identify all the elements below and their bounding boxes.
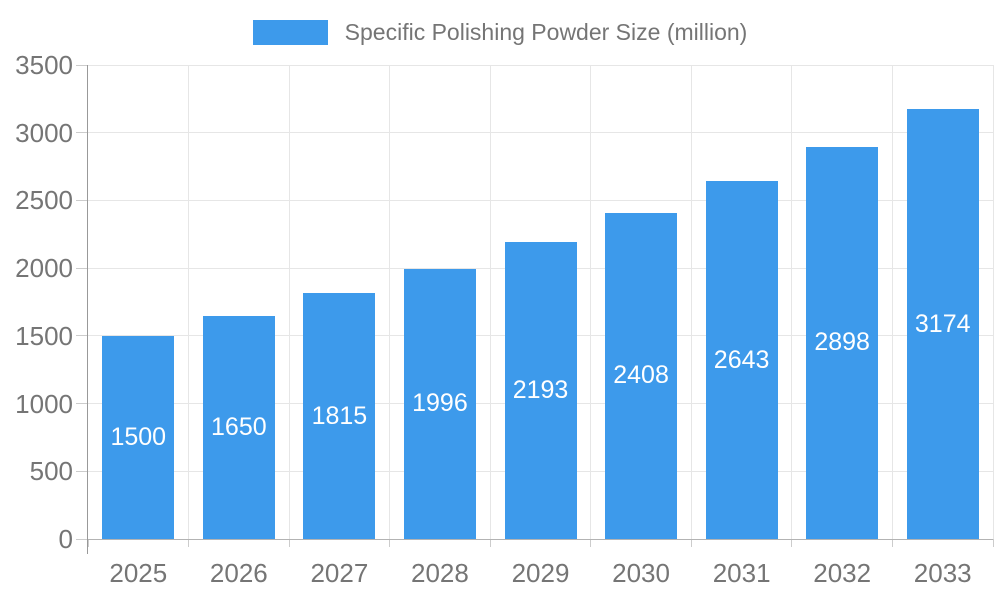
bar: 1500 xyxy=(102,335,175,539)
bar: 1996 xyxy=(403,268,476,539)
bar: 3174 xyxy=(906,109,979,539)
x-tick xyxy=(288,539,290,547)
bar-value-label: 1815 xyxy=(311,401,368,430)
y-tick xyxy=(76,64,88,66)
x-tick-label: 2027 xyxy=(310,558,369,588)
bar-value-label: 1996 xyxy=(412,389,468,418)
x-tick xyxy=(389,539,391,547)
x-tick xyxy=(690,539,692,547)
x-grid-line xyxy=(288,65,290,539)
y-tick-label: 1500 xyxy=(15,320,73,351)
y-tick xyxy=(76,199,88,201)
bar-value-label: 2643 xyxy=(713,345,770,374)
x-tick-label: 2032 xyxy=(813,558,872,588)
y-tick-label: 500 xyxy=(29,456,73,487)
x-tick-label: 2028 xyxy=(411,558,469,588)
x-grid-line xyxy=(389,65,391,539)
bar-value-label: 3174 xyxy=(914,309,971,338)
x-axis-line xyxy=(88,539,993,540)
legend: Specific Polishing Powder Size (million) xyxy=(0,19,1000,45)
y-grid-line xyxy=(88,64,993,66)
x-tick xyxy=(791,539,793,547)
y-tick xyxy=(76,335,88,337)
bar: 2643 xyxy=(705,181,778,539)
x-tick xyxy=(891,539,893,547)
y-tick xyxy=(76,470,88,472)
x-grid-line xyxy=(489,65,491,539)
x-tick-label: 2025 xyxy=(109,558,168,588)
y-grid-line xyxy=(88,199,993,201)
x-tick xyxy=(489,539,491,547)
x-tick-label: 2026 xyxy=(209,558,268,588)
bar-value-label: 2408 xyxy=(613,361,669,390)
bar-value-label: 2193 xyxy=(512,375,569,404)
x-tick-label: 2030 xyxy=(612,558,670,588)
plot-area: 0 500 1000 1500 2000 2500 3000 3500 1500 2025 1650… xyxy=(15,50,994,588)
x-tick-label: 2029 xyxy=(511,558,570,588)
y-tick-label: 2500 xyxy=(15,185,73,216)
y-axis-line xyxy=(87,65,88,554)
bar: 1650 xyxy=(202,315,275,539)
x-tick xyxy=(188,539,190,547)
y-grid-line xyxy=(88,132,993,134)
x-grid-line xyxy=(590,65,592,539)
bar-value-label: 2898 xyxy=(814,328,870,357)
y-tick-label: 2000 xyxy=(15,253,73,284)
x-grid-line xyxy=(891,65,893,539)
x-tick xyxy=(87,539,89,547)
y-tick-label: 1000 xyxy=(15,388,73,419)
y-tick xyxy=(76,132,88,134)
x-tick-label: 2033 xyxy=(913,558,972,588)
bar: 2408 xyxy=(605,212,678,539)
x-tick xyxy=(992,539,994,547)
bar: 2193 xyxy=(504,242,577,539)
x-tick-label: 2031 xyxy=(712,558,771,588)
x-tick xyxy=(590,539,592,547)
bar: 2898 xyxy=(806,146,879,539)
bar: 1815 xyxy=(303,293,376,539)
legend-swatch xyxy=(252,19,328,45)
x-grid-line xyxy=(992,65,994,539)
legend-label: Specific Polishing Powder Size (million) xyxy=(344,18,748,45)
y-tick xyxy=(76,267,88,269)
y-tick xyxy=(76,403,88,405)
bar-value-label: 1500 xyxy=(110,422,167,451)
y-tick-label: 3500 xyxy=(15,50,73,80)
y-tick xyxy=(76,538,88,540)
x-grid-line xyxy=(188,65,190,539)
bar-value-label: 1650 xyxy=(211,412,267,441)
x-grid-line xyxy=(690,65,692,539)
y-tick-label: 3000 xyxy=(15,117,73,148)
y-tick-label: 0 xyxy=(58,524,73,554)
x-grid-line xyxy=(791,65,793,539)
